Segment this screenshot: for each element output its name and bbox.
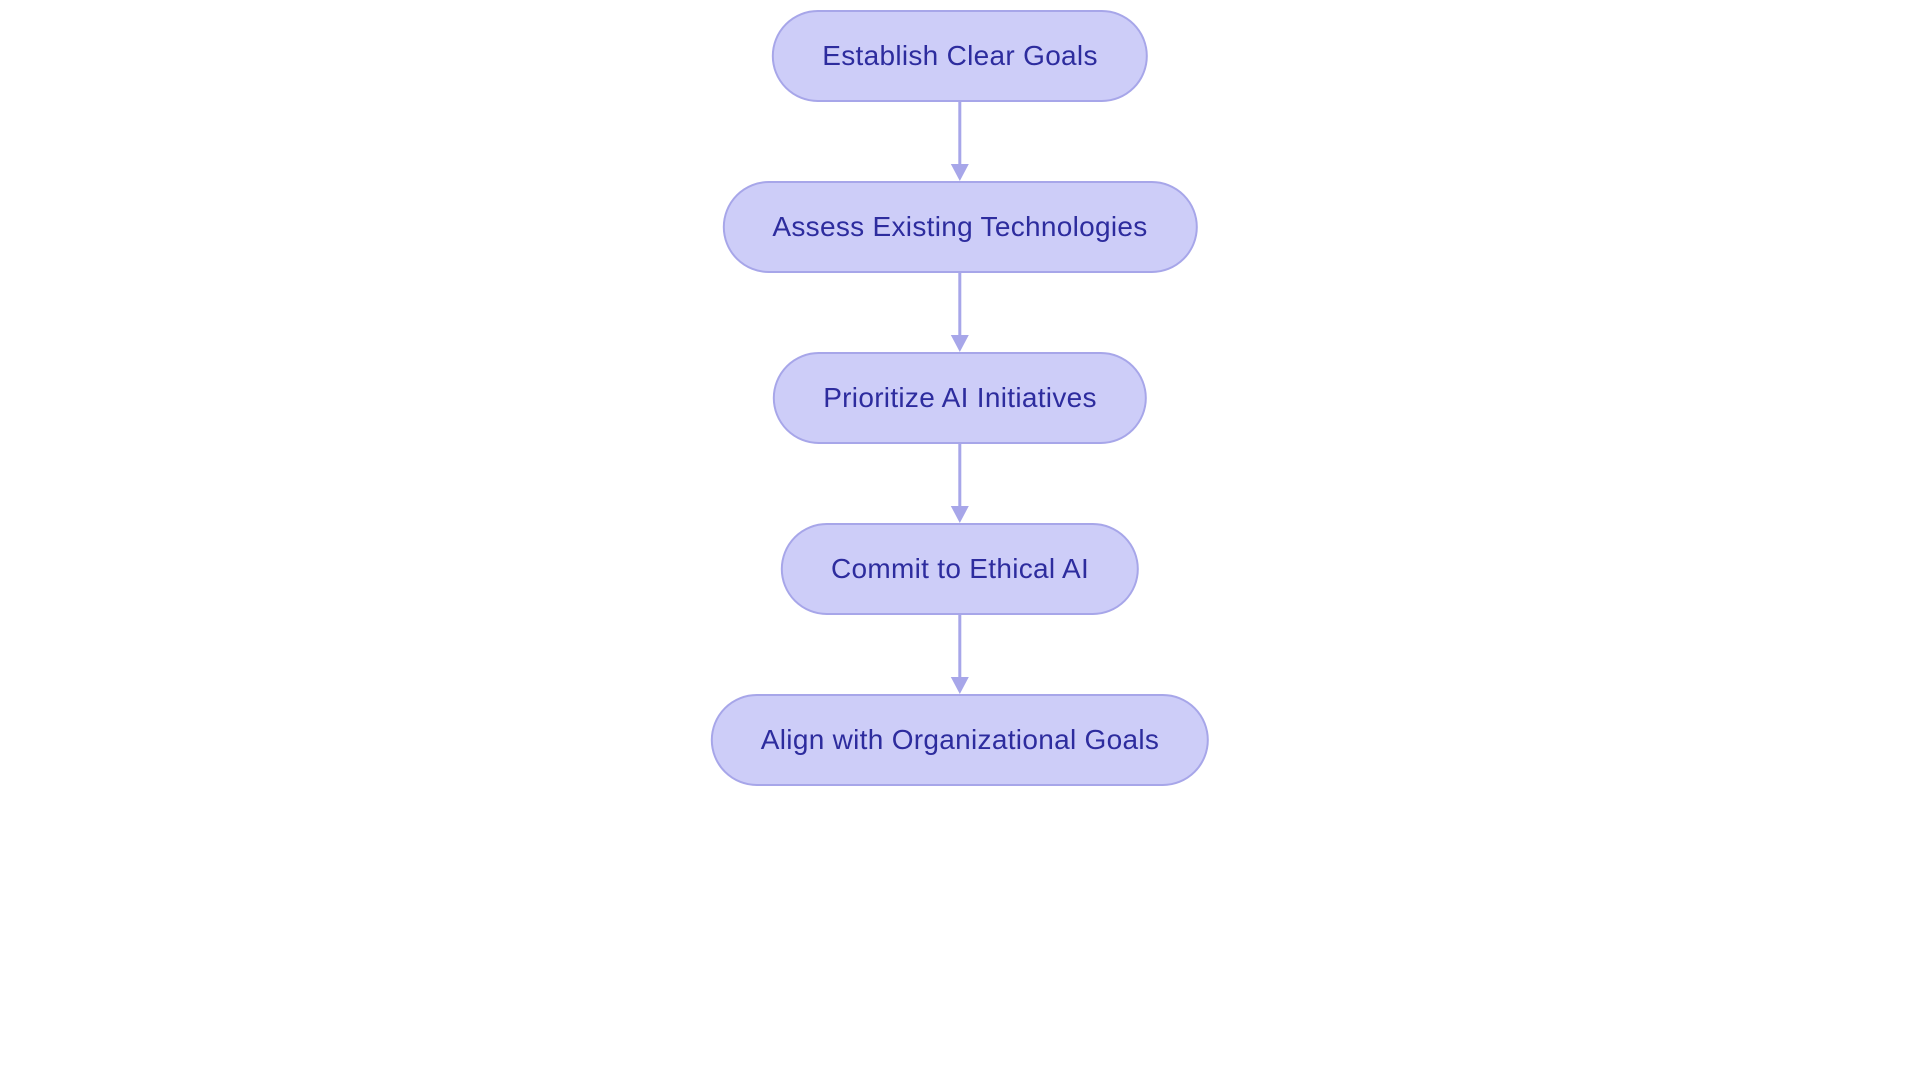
flowchart-node: Assess Existing Technologies: [722, 181, 1197, 273]
node-label: Commit to Ethical AI: [831, 553, 1089, 585]
flowchart-arrow: [948, 273, 972, 352]
node-label: Establish Clear Goals: [822, 40, 1098, 72]
node-label: Assess Existing Technologies: [772, 211, 1147, 243]
flowchart-node: Prioritize AI Initiatives: [773, 352, 1147, 444]
flowchart-node: Establish Clear Goals: [772, 10, 1148, 102]
node-label: Prioritize AI Initiatives: [823, 382, 1097, 414]
node-label: Align with Organizational Goals: [761, 724, 1159, 756]
flowchart-container: Establish Clear Goals Assess Existing Te…: [711, 10, 1209, 786]
flowchart-arrow: [948, 102, 972, 181]
flowchart-arrow: [948, 444, 972, 523]
flowchart-node: Align with Organizational Goals: [711, 694, 1209, 786]
flowchart-node: Commit to Ethical AI: [781, 523, 1139, 615]
flowchart-arrow: [948, 615, 972, 694]
